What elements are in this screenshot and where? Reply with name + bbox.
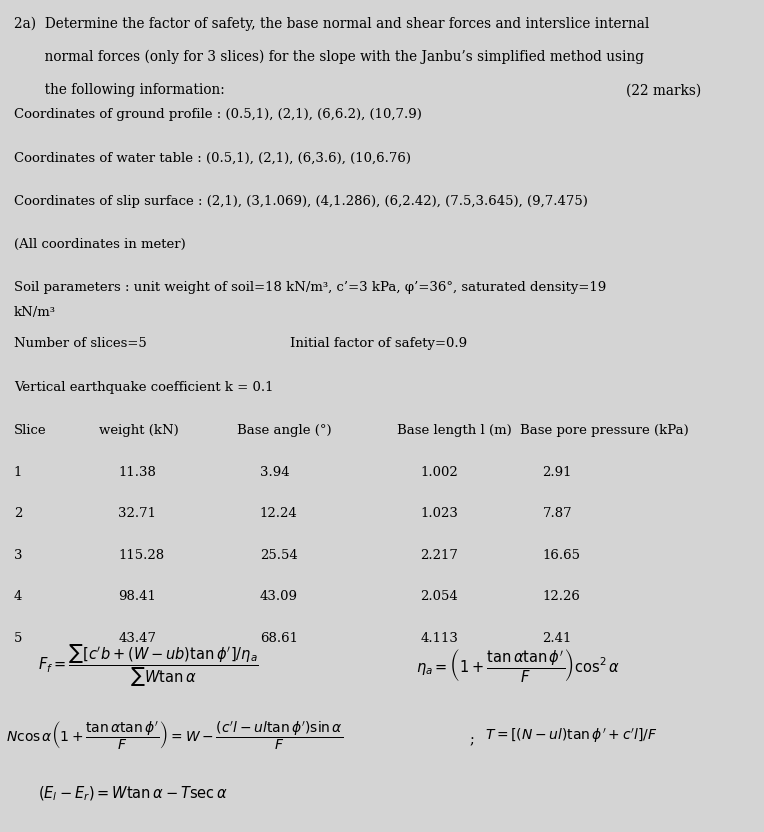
Text: 43.47: 43.47 (118, 632, 157, 645)
Text: the following information:: the following information: (14, 83, 225, 97)
Text: 11.38: 11.38 (118, 466, 157, 478)
Text: Base length l (m): Base length l (m) (397, 424, 512, 437)
Text: $\eta_a =\left(1+\dfrac{\tan\alpha\tan\phi'}{F}\right)\cos^2\alpha$: $\eta_a =\left(1+\dfrac{\tan\alpha\tan\p… (416, 646, 620, 684)
Text: 2.217: 2.217 (420, 549, 458, 562)
Text: (22 marks): (22 marks) (626, 83, 701, 97)
Text: Slice: Slice (14, 424, 47, 437)
Text: Soil parameters : unit weight of soil=18 kN/m³, c’=3 kPa, φ’=36°, saturated dens: Soil parameters : unit weight of soil=18… (14, 281, 606, 295)
Text: normal forces (only for 3 slices) for the slope with the Janbu’s simplified meth: normal forces (only for 3 slices) for th… (14, 50, 644, 64)
Text: 4.113: 4.113 (420, 632, 458, 645)
Text: 32.71: 32.71 (118, 508, 157, 520)
Text: 3.94: 3.94 (260, 466, 290, 478)
Text: Base angle (°): Base angle (°) (237, 424, 332, 437)
Text: 7.87: 7.87 (542, 508, 572, 520)
Text: 2.054: 2.054 (420, 591, 458, 603)
Text: Vertical earthquake coefficient k = 0.1: Vertical earthquake coefficient k = 0.1 (14, 381, 274, 394)
Text: Coordinates of ground profile : (0.5,1), (2,1), (6,6.2), (10,7.9): Coordinates of ground profile : (0.5,1),… (14, 108, 422, 121)
Text: ;: ; (470, 734, 474, 747)
Text: $T=\left[(N-ul)\tan\phi'+c'l\right]/F$: $T=\left[(N-ul)\tan\phi'+c'l\right]/F$ (485, 727, 658, 745)
Text: 25.54: 25.54 (260, 549, 297, 562)
Text: 1.002: 1.002 (420, 466, 458, 478)
Text: (All coordinates in meter): (All coordinates in meter) (14, 238, 186, 251)
Text: 2a)  Determine the factor of safety, the base normal and shear forces and inters: 2a) Determine the factor of safety, the … (14, 17, 649, 31)
Text: Coordinates of water table : (0.5,1), (2,1), (6,3.6), (10,6.76): Coordinates of water table : (0.5,1), (2… (14, 151, 411, 165)
Text: $(E_l - E_r)=W\tan\alpha - T\sec\alpha$: $(E_l - E_r)=W\tan\alpha - T\sec\alpha$ (38, 785, 228, 804)
Text: 98.41: 98.41 (118, 591, 157, 603)
Text: 43.09: 43.09 (260, 591, 298, 603)
Text: 2: 2 (14, 508, 22, 520)
Text: kN/m³: kN/m³ (14, 306, 56, 319)
Text: $N\cos\alpha\left(1+\dfrac{\tan\alpha\tan\phi'}{F}\right)=W-\dfrac{(c'l-ul\tan\p: $N\cos\alpha\left(1+\dfrac{\tan\alpha\ta… (6, 720, 343, 752)
Text: Base pore pressure (kPa): Base pore pressure (kPa) (520, 424, 688, 437)
Text: Coordinates of slip surface : (2,1), (3,1.069), (4,1.286), (6,2.42), (7.5,3.645): Coordinates of slip surface : (2,1), (3,… (14, 195, 588, 208)
Text: 3: 3 (14, 549, 22, 562)
Text: 12.26: 12.26 (542, 591, 581, 603)
Text: 4: 4 (14, 591, 22, 603)
Text: weight (kN): weight (kN) (99, 424, 179, 437)
Text: 12.24: 12.24 (260, 508, 297, 520)
Text: 68.61: 68.61 (260, 632, 298, 645)
Text: 1.023: 1.023 (420, 508, 458, 520)
Text: 2.91: 2.91 (542, 466, 572, 478)
Text: 1: 1 (14, 466, 22, 478)
Text: $F_f =\dfrac{\sum\left[c'b+(W-ub)\tan\phi'\right]/\eta_a}{\sum W\tan\alpha}$: $F_f =\dfrac{\sum\left[c'b+(W-ub)\tan\ph… (38, 642, 259, 689)
Text: 5: 5 (14, 632, 22, 645)
Text: Number of slices=5: Number of slices=5 (14, 338, 147, 350)
Text: Initial factor of safety=0.9: Initial factor of safety=0.9 (290, 338, 468, 350)
Text: 2.41: 2.41 (542, 632, 571, 645)
Text: 16.65: 16.65 (542, 549, 581, 562)
Text: 115.28: 115.28 (118, 549, 164, 562)
